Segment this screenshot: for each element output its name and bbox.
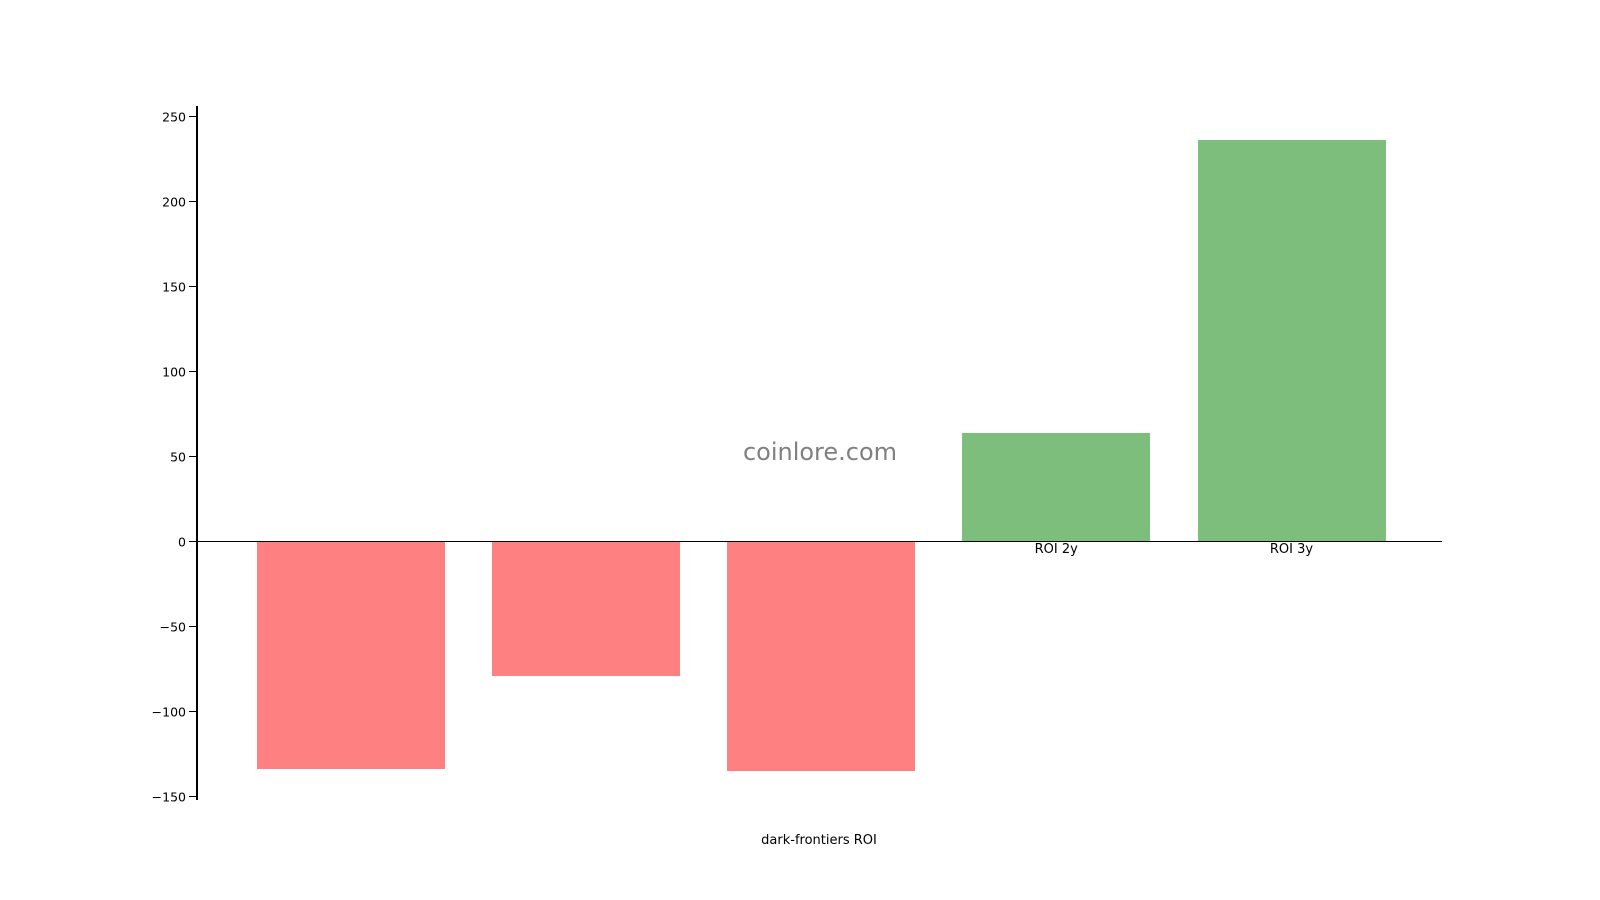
y-tick-mark <box>189 455 196 458</box>
y-tick-mark <box>189 115 196 118</box>
y-tick-label: −50 <box>159 619 186 634</box>
y-tick-mark <box>189 540 196 543</box>
y-tick-mark <box>189 200 196 203</box>
y-tick-label: 200 <box>162 194 186 209</box>
bar-roi-2y <box>962 432 1151 542</box>
y-tick-label: 100 <box>162 364 186 379</box>
y-tick-label: −150 <box>151 789 186 804</box>
x-axis-line <box>196 540 1442 543</box>
watermark-text: coinlore.com <box>742 438 898 466</box>
y-tick-label: 0 <box>178 534 186 549</box>
y-tick-mark <box>189 370 196 373</box>
y-tick-mark <box>189 795 196 798</box>
x-axis-label: dark-frontiers ROI <box>761 833 877 848</box>
y-tick-mark <box>189 625 196 628</box>
y-tick-label: −100 <box>151 704 186 719</box>
bar-roi-0 <box>256 541 445 770</box>
y-axis-spine <box>196 106 198 800</box>
y-tick-mark <box>189 710 196 713</box>
y-tick-mark <box>189 285 196 288</box>
y-tick-label: 250 <box>162 109 186 124</box>
bar-roi-1 <box>491 541 680 676</box>
y-tick-label: 150 <box>162 279 186 294</box>
y-tick-label: 50 <box>170 449 186 464</box>
bar-roi-2 <box>727 541 915 771</box>
x-tick-label: ROI 2y <box>1034 542 1078 557</box>
x-tick-label: ROI 3y <box>1269 542 1314 557</box>
bar-roi-3y <box>1197 140 1386 542</box>
